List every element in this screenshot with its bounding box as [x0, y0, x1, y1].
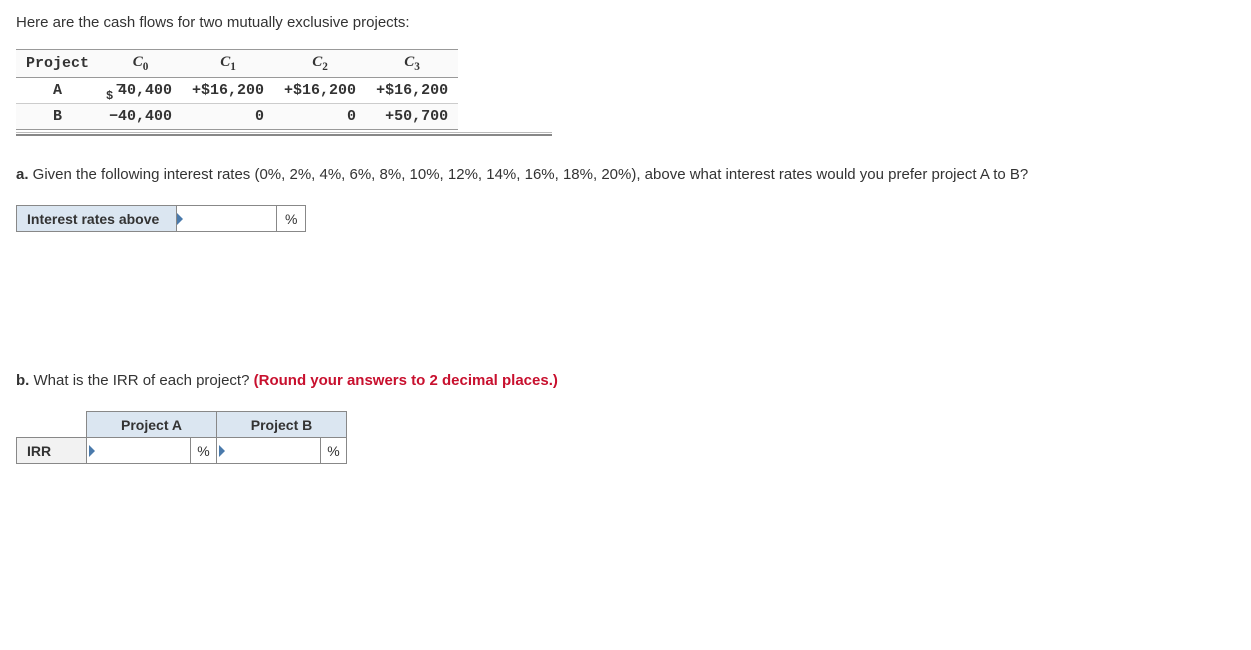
question-b-red: (Round your answers to 2 decimal places.… [254, 372, 558, 389]
question-a-prefix: a. [16, 166, 29, 183]
question-a: a. Given the following interest rates (0… [16, 164, 1235, 185]
irr-b-input[interactable] [227, 441, 320, 461]
irr-a-input-cell[interactable]: % [87, 438, 217, 464]
cashflow-row-b: B −40,400 0 0 +50,700 [16, 104, 458, 130]
answer-a-input-cell[interactable] [177, 206, 277, 232]
cashflow-header-row: Project C0 C1 C2 C3 [16, 50, 458, 78]
row-b-c1: 0 [182, 104, 274, 130]
col-c2: C2 [274, 50, 366, 78]
irr-project-a-header: Project A [87, 412, 217, 438]
question-a-text: Given the following interest rates (0%, … [29, 166, 1029, 183]
row-a-label: A [16, 78, 99, 104]
row-b-c2: 0 [274, 104, 366, 130]
row-a-c2: +$16,200 [274, 78, 366, 104]
dropdown-triangle-icon [219, 445, 225, 457]
irr-table: Project A Project B IRR % % [16, 411, 347, 464]
irr-b-input-cell[interactable]: % [217, 438, 347, 464]
table-underline [16, 132, 552, 136]
irr-a-unit: % [190, 438, 216, 463]
dropdown-triangle-icon [89, 445, 95, 457]
irr-a-input[interactable] [97, 441, 190, 461]
answer-a-label: Interest rates above [17, 206, 177, 232]
dropdown-triangle-icon [177, 213, 183, 225]
irr-row-label: IRR [17, 438, 87, 464]
answer-a-unit: % [277, 206, 306, 232]
question-b: b. What is the IRR of each project? (Rou… [16, 370, 1235, 391]
irr-blank-corner [17, 412, 87, 438]
col-project: Project [16, 50, 99, 78]
row-a-c0-dollar: $ [106, 89, 113, 103]
question-b-prefix: b. [16, 372, 29, 389]
row-b-c3: +50,700 [366, 104, 458, 130]
col-c3: C3 [366, 50, 458, 78]
row-a-c1: +$16,200 [182, 78, 274, 104]
answer-a-input[interactable] [185, 206, 276, 231]
col-c1: C1 [182, 50, 274, 78]
answer-a-table: Interest rates above % [16, 205, 306, 232]
cashflow-table: Project C0 C1 C2 C3 A − $ 40,400 +$16,20… [16, 49, 458, 130]
row-b-label: B [16, 104, 99, 130]
cashflow-row-a: A − $ 40,400 +$16,200 +$16,200 +$16,200 [16, 78, 458, 104]
row-b-c0: −40,400 [99, 104, 182, 130]
col-c0: C0 [99, 50, 182, 78]
irr-project-b-header: Project B [217, 412, 347, 438]
question-b-text: What is the IRR of each project? [29, 372, 253, 389]
intro-text: Here are the cash flows for two mutually… [16, 14, 1235, 31]
row-a-c0: − $ 40,400 [99, 78, 182, 104]
row-a-c3: +$16,200 [366, 78, 458, 104]
irr-b-unit: % [320, 438, 346, 463]
row-a-c0-neg: − [116, 78, 124, 93]
